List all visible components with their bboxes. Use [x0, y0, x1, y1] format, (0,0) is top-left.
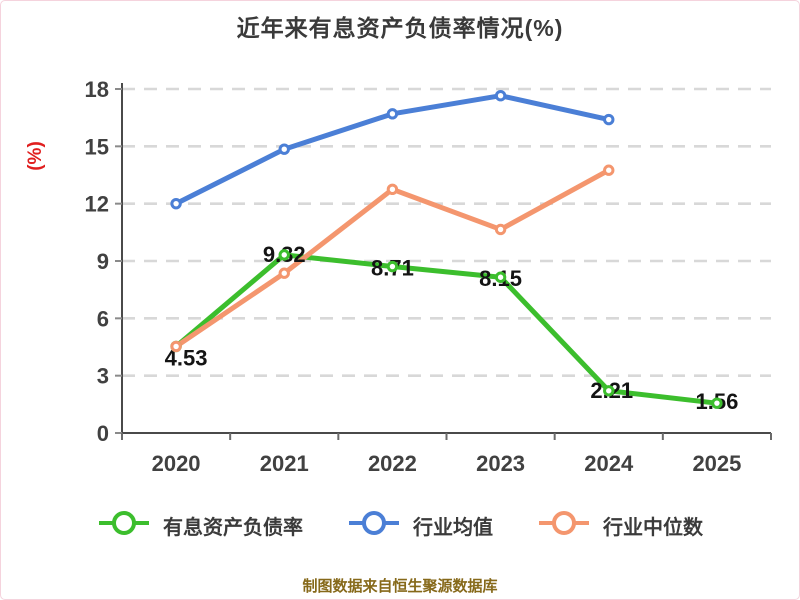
legend-item-loan-ratio[interactable]: 有息资产负债率 — [97, 509, 303, 542]
x-tick-label: 2020 — [152, 451, 201, 476]
legend-label: 有息资产负债率 — [163, 517, 303, 539]
data-point-marker-s1 — [386, 108, 399, 120]
data-point-marker-s1 — [494, 89, 507, 102]
x-tick-label: 2021 — [260, 451, 309, 476]
data-point-marker-s0 — [278, 249, 290, 261]
legend-label: 行业均值 — [413, 517, 493, 539]
y-tick-label: 12 — [85, 192, 109, 217]
data-point-marker-s0 — [603, 385, 615, 397]
x-tick-label: 2023 — [476, 451, 525, 476]
y-tick-label: 18 — [85, 77, 109, 102]
y-tick-label: 0 — [97, 421, 109, 446]
blue-line-marker-icon — [347, 509, 401, 542]
chart-legend: 有息资产负债率 行业均值 行业中位数 — [1, 509, 799, 542]
x-tick-label: 2022 — [368, 451, 417, 476]
orange-line-marker-icon — [537, 509, 591, 542]
data-point-marker-s1 — [278, 143, 290, 155]
chart-title: 近年来有息资产负债率情况(%) — [236, 15, 564, 41]
data-source-note: 制图数据来自恒生聚源数据库 — [302, 578, 498, 595]
data-point-marker-s0 — [386, 260, 399, 273]
data-point-marker-s2 — [170, 340, 182, 353]
y-tick-label: 9 — [97, 249, 109, 274]
x-tick-label: 2024 — [584, 451, 634, 476]
data-point-marker-s2 — [386, 183, 399, 196]
legend-label: 行业中位数 — [603, 517, 703, 539]
data-point-marker-s1 — [170, 197, 182, 210]
legend-item-industry-mean[interactable]: 行业均值 — [347, 509, 493, 542]
data-point-marker-s2 — [494, 223, 507, 236]
x-tick-label: 2025 — [692, 451, 741, 476]
y-tick-label: 6 — [97, 306, 109, 331]
y-axis-unit-label: (%) — [25, 141, 46, 171]
series-line-0 — [173, 252, 720, 406]
legend-item-industry-median[interactable]: 行业中位数 — [537, 509, 703, 542]
y-tick-label: 15 — [85, 134, 109, 159]
data-point-marker-s2 — [278, 267, 290, 279]
green-line-marker-icon — [97, 509, 151, 542]
y-tick-label: 3 — [97, 364, 109, 389]
data-point-marker-s0 — [494, 271, 507, 283]
data-point-marker-s1 — [603, 113, 615, 126]
data-point-marker-s2 — [603, 164, 615, 176]
data-point-marker-s0 — [711, 397, 723, 409]
